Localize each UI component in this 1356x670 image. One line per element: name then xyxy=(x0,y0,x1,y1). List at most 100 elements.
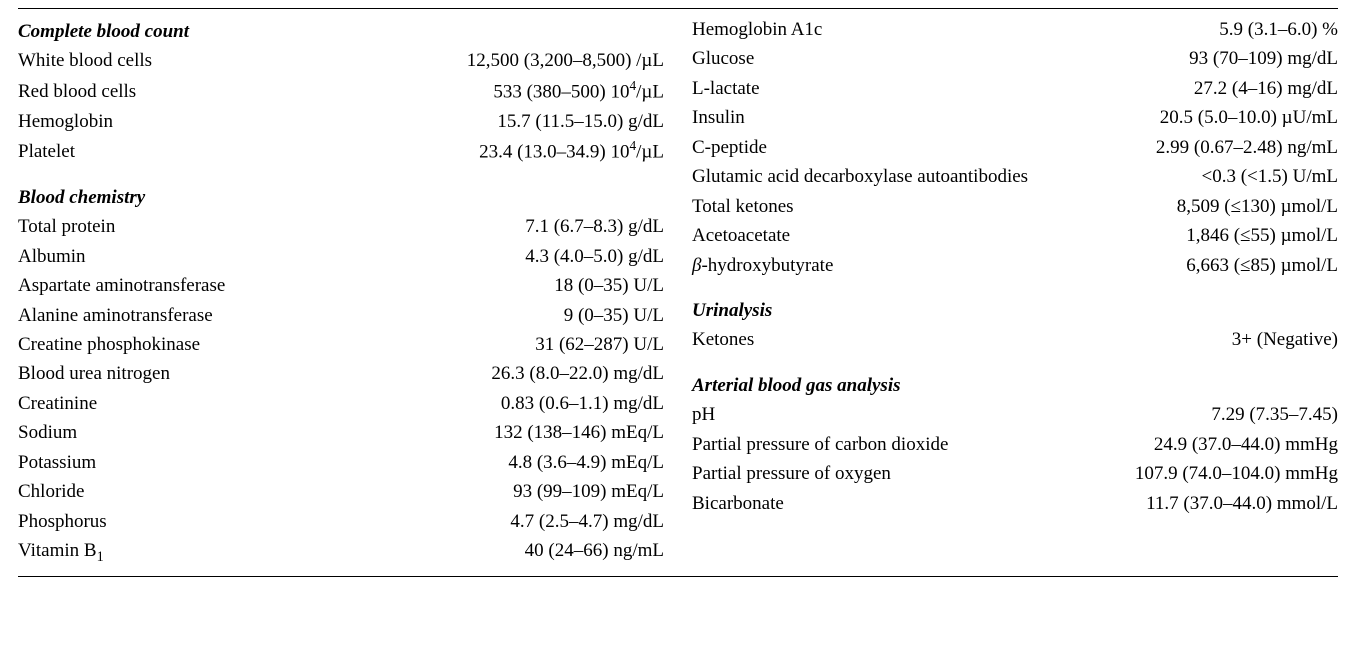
bottom-rule xyxy=(18,576,1338,577)
row-label: Creatinine xyxy=(18,389,491,418)
row-label: Glucose xyxy=(692,44,1179,73)
row-value: 23.4 (13.0–34.9) 104/µL xyxy=(469,136,664,167)
row-value: 132 (138–146) mEq/L xyxy=(484,418,664,447)
row-value: 1,846 (≤55) µmol/L xyxy=(1176,221,1338,250)
table-row: Hemoglobin 15.7 (11.5–15.0) g/dL xyxy=(18,107,664,136)
table-row: Chloride 93 (99–109) mEq/L xyxy=(18,477,664,506)
table-row: Vitamin B1 40 (24–66) ng/mL xyxy=(18,536,664,568)
row-value: 31 (62–287) U/L xyxy=(525,330,664,359)
row-label: Total ketones xyxy=(692,192,1167,221)
row-value: 533 (380–500) 104/µL xyxy=(483,76,664,107)
table-row: Creatine phosphokinase 31 (62–287) U/L xyxy=(18,330,664,359)
section-title-urinalysis: Urinalysis xyxy=(692,294,1338,325)
section-title-abg: Arterial blood gas analysis xyxy=(692,369,1338,400)
section-spacer xyxy=(692,280,1338,294)
lab-results-table: Complete blood count White blood cells 1… xyxy=(0,0,1356,589)
row-label: pH xyxy=(692,400,1201,429)
columns-wrapper: Complete blood count White blood cells 1… xyxy=(18,15,1338,568)
table-row: Total ketones 8,509 (≤130) µmol/L xyxy=(692,192,1338,221)
row-value: 15.7 (11.5–15.0) g/dL xyxy=(487,107,664,136)
table-row: Partial pressure of oxygen 107.9 (74.0–1… xyxy=(692,459,1338,488)
row-value: 93 (70–109) mg/dL xyxy=(1179,44,1338,73)
section-title-chem: Blood chemistry xyxy=(18,181,664,212)
table-row: White blood cells 12,500 (3,200–8,500) /… xyxy=(18,46,664,75)
row-label: Bicarbonate xyxy=(692,489,1136,518)
row-value: 12,500 (3,200–8,500) /µL xyxy=(457,46,664,75)
row-value: 0.83 (0.6–1.1) mg/dL xyxy=(491,389,664,418)
table-row: Creatinine 0.83 (0.6–1.1) mg/dL xyxy=(18,389,664,418)
row-value: 18 (0–35) U/L xyxy=(544,271,664,300)
table-row: Ketones 3+ (Negative) xyxy=(692,325,1338,354)
row-label: Platelet xyxy=(18,137,469,166)
row-label: Ketones xyxy=(692,325,1222,354)
table-row: L-lactate 27.2 (4–16) mg/dL xyxy=(692,74,1338,103)
row-label: Acetoacetate xyxy=(692,221,1176,250)
row-value: 5.9 (3.1–6.0) % xyxy=(1209,15,1338,44)
table-row: Total protein 7.1 (6.7–8.3) g/dL xyxy=(18,212,664,241)
table-row: Partial pressure of carbon dioxide 24.9 … xyxy=(692,430,1338,459)
row-value: 7.1 (6.7–8.3) g/dL xyxy=(515,212,664,241)
row-label: Hemoglobin xyxy=(18,107,487,136)
table-row: Bicarbonate 11.7 (37.0–44.0) mmol/L xyxy=(692,489,1338,518)
row-value: 107.9 (74.0–104.0) mmHg xyxy=(1125,459,1338,488)
row-value: 9 (0–35) U/L xyxy=(554,301,664,330)
row-label: Potassium xyxy=(18,448,498,477)
table-row: Aspartate aminotransferase 18 (0–35) U/L xyxy=(18,271,664,300)
row-value: 93 (99–109) mEq/L xyxy=(503,477,664,506)
row-value: <0.3 (<1.5) U/mL xyxy=(1192,162,1338,191)
row-label: Glutamic acid decarboxylase autoantibodi… xyxy=(692,162,1192,191)
table-row: Acetoacetate 1,846 (≤55) µmol/L xyxy=(692,221,1338,250)
table-row: Glutamic acid decarboxylase autoantibodi… xyxy=(692,162,1338,191)
row-value: 24.9 (37.0–44.0) mmHg xyxy=(1144,430,1338,459)
row-label: White blood cells xyxy=(18,46,457,75)
table-row: C-peptide 2.99 (0.67–2.48) ng/mL xyxy=(692,133,1338,162)
table-row: Platelet 23.4 (13.0–34.9) 104/µL xyxy=(18,136,664,167)
row-value: 6,663 (≤85) µmol/L xyxy=(1176,251,1338,280)
row-value: 8,509 (≤130) µmol/L xyxy=(1167,192,1338,221)
row-label: Alanine aminotransferase xyxy=(18,301,554,330)
row-value: 4.8 (3.6–4.9) mEq/L xyxy=(498,448,664,477)
row-label: Phosphorus xyxy=(18,507,500,536)
row-value: 4.3 (4.0–5.0) g/dL xyxy=(515,242,664,271)
table-row: Alanine aminotransferase 9 (0–35) U/L xyxy=(18,301,664,330)
right-column: Hemoglobin A1c 5.9 (3.1–6.0) % Glucose 9… xyxy=(692,15,1338,568)
row-value: 26.3 (8.0–22.0) mg/dL xyxy=(481,359,664,388)
row-label: Red blood cells xyxy=(18,77,483,106)
row-label: Hemoglobin A1c xyxy=(692,15,1209,44)
table-row: Red blood cells 533 (380–500) 104/µL xyxy=(18,76,664,107)
row-label: Creatine phosphokinase xyxy=(18,330,525,359)
row-value: 20.5 (5.0–10.0) µU/mL xyxy=(1150,103,1338,132)
row-value: 11.7 (37.0–44.0) mmol/L xyxy=(1136,489,1338,518)
table-row: pH 7.29 (7.35–7.45) xyxy=(692,400,1338,429)
table-row: Potassium 4.8 (3.6–4.9) mEq/L xyxy=(18,448,664,477)
table-row: Sodium 132 (138–146) mEq/L xyxy=(18,418,664,447)
left-column: Complete blood count White blood cells 1… xyxy=(18,15,664,568)
row-label: β-hydroxybutyrate xyxy=(692,251,1176,280)
row-label: Partial pressure of carbon dioxide xyxy=(692,430,1144,459)
table-row: Phosphorus 4.7 (2.5–4.7) mg/dL xyxy=(18,507,664,536)
section-spacer xyxy=(18,167,664,181)
row-value: 40 (24–66) ng/mL xyxy=(515,536,664,565)
top-rule xyxy=(18,8,1338,9)
row-value: 27.2 (4–16) mg/dL xyxy=(1184,74,1338,103)
row-label: Albumin xyxy=(18,242,515,271)
row-label: Blood urea nitrogen xyxy=(18,359,481,388)
row-label: Aspartate aminotransferase xyxy=(18,271,544,300)
section-title-cbc: Complete blood count xyxy=(18,15,664,46)
table-row: Blood urea nitrogen 26.3 (8.0–22.0) mg/d… xyxy=(18,359,664,388)
table-row: Glucose 93 (70–109) mg/dL xyxy=(692,44,1338,73)
row-value: 7.29 (7.35–7.45) xyxy=(1201,400,1338,429)
row-value: 3+ (Negative) xyxy=(1222,325,1338,354)
row-value: 4.7 (2.5–4.7) mg/dL xyxy=(500,507,664,536)
table-row: Hemoglobin A1c 5.9 (3.1–6.0) % xyxy=(692,15,1338,44)
row-label: Insulin xyxy=(692,103,1150,132)
row-label: Chloride xyxy=(18,477,503,506)
table-row: Albumin 4.3 (4.0–5.0) g/dL xyxy=(18,242,664,271)
row-label: C-peptide xyxy=(692,133,1146,162)
row-label: Total protein xyxy=(18,212,515,241)
row-label: L-lactate xyxy=(692,74,1184,103)
row-value: 2.99 (0.67–2.48) ng/mL xyxy=(1146,133,1338,162)
row-label: Vitamin B1 xyxy=(18,536,515,568)
table-row: Insulin 20.5 (5.0–10.0) µU/mL xyxy=(692,103,1338,132)
row-label: Partial pressure of oxygen xyxy=(692,459,1125,488)
